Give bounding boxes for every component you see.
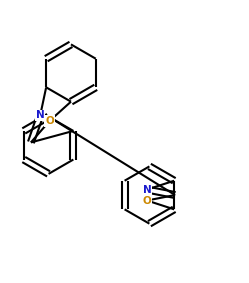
Text: O: O [143,196,151,205]
Text: O: O [45,116,54,126]
Text: N: N [143,185,151,195]
Text: N: N [36,110,45,120]
